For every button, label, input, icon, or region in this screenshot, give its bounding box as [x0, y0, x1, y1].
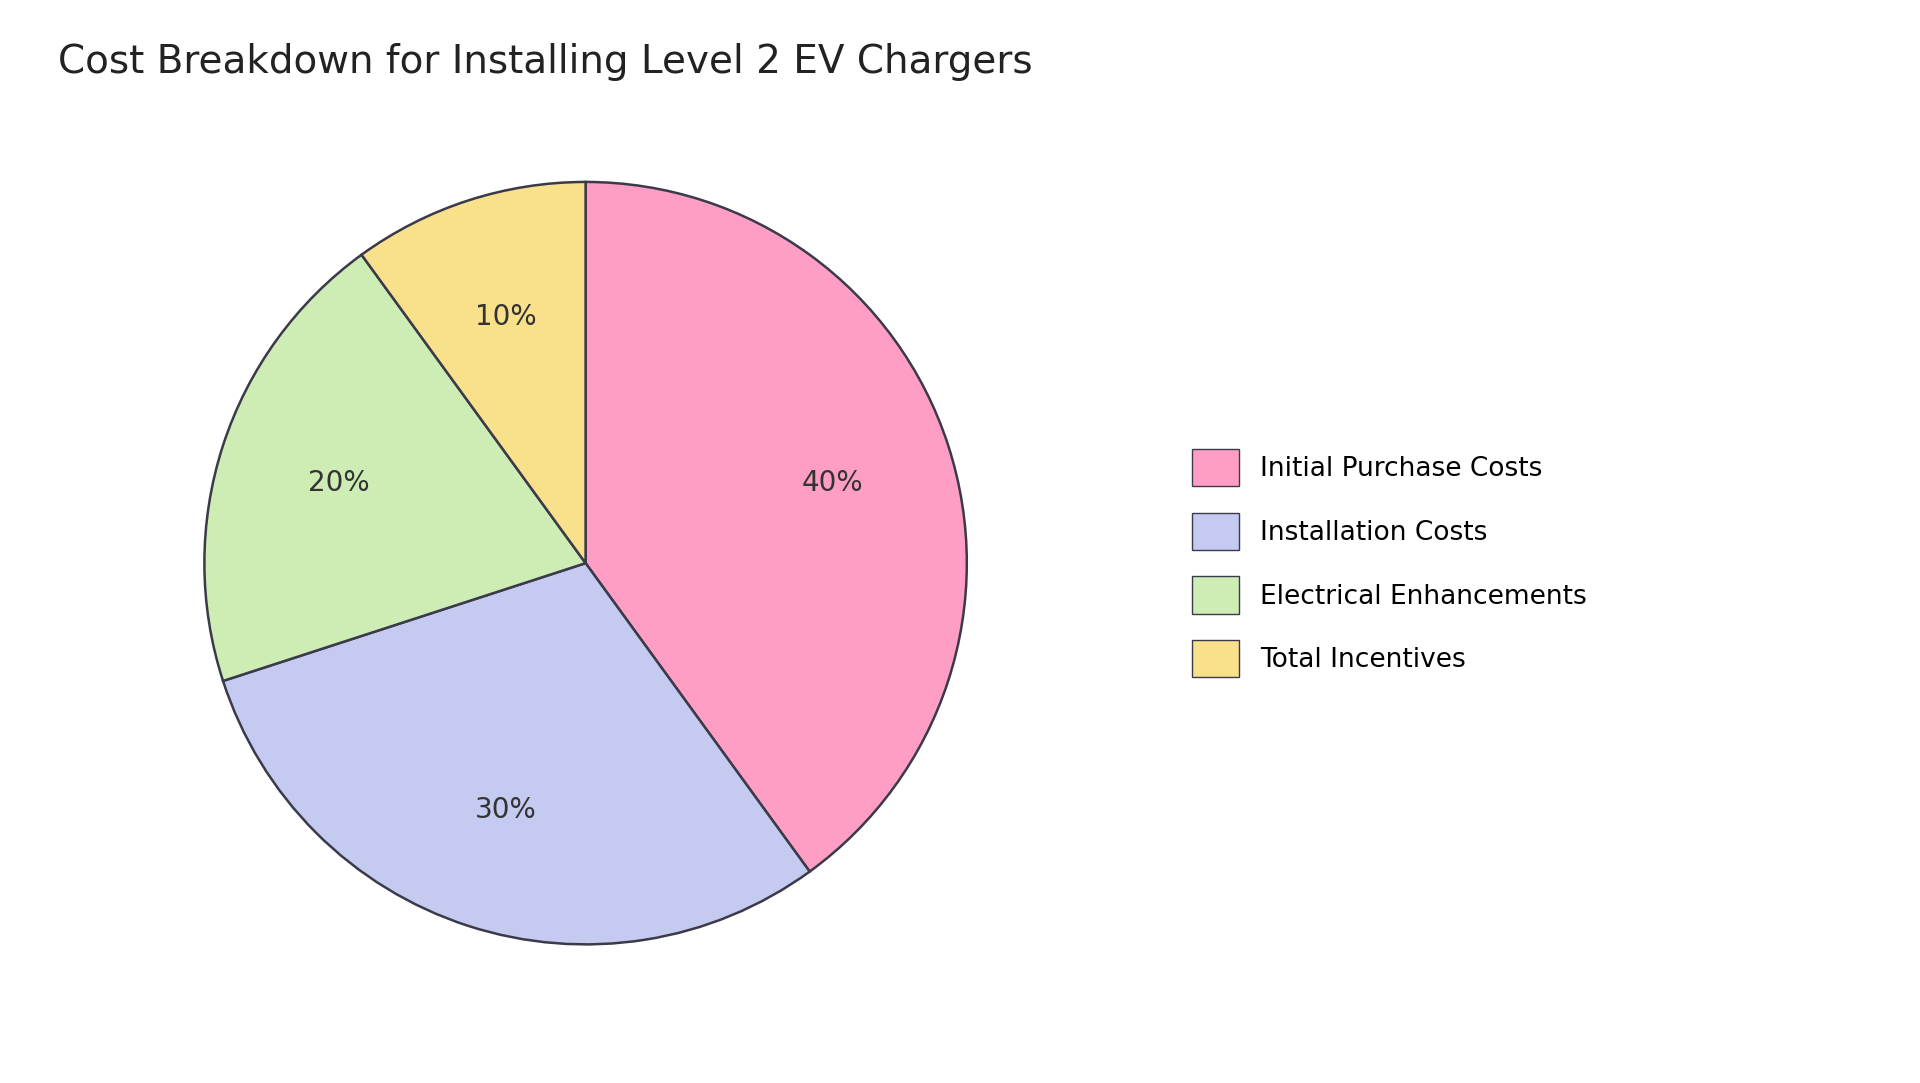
Wedge shape: [586, 182, 968, 872]
Text: 10%: 10%: [474, 302, 536, 330]
Text: 40%: 40%: [801, 469, 862, 497]
Text: 20%: 20%: [309, 469, 371, 497]
Wedge shape: [361, 182, 586, 563]
Legend: Initial Purchase Costs, Installation Costs, Electrical Enhancements, Total Incen: Initial Purchase Costs, Installation Cos…: [1165, 422, 1613, 704]
Wedge shape: [204, 255, 586, 681]
Wedge shape: [223, 563, 810, 944]
Text: Cost Breakdown for Installing Level 2 EV Chargers: Cost Breakdown for Installing Level 2 EV…: [58, 43, 1033, 81]
Text: 30%: 30%: [474, 796, 536, 824]
